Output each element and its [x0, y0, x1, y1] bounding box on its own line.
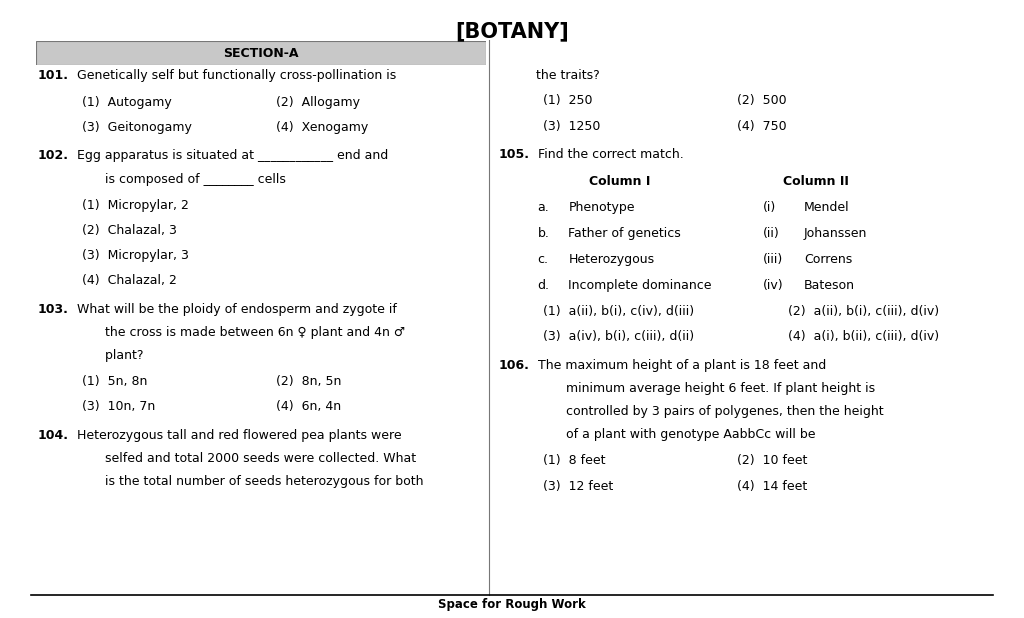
Text: 105.: 105. [499, 148, 529, 161]
Text: Correns: Correns [804, 253, 852, 266]
Text: selfed and total 2000 seeds were collected. What: selfed and total 2000 seeds were collect… [77, 452, 416, 465]
Text: (3)  10n, 7n: (3) 10n, 7n [82, 400, 156, 413]
Text: (2)  10 feet: (2) 10 feet [737, 454, 808, 467]
Text: (4)  a(i), b(ii), c(iii), d(iv): (4) a(i), b(ii), c(iii), d(iv) [788, 331, 940, 344]
Text: (3)  1250: (3) 1250 [543, 120, 600, 133]
Text: Heterozygous: Heterozygous [568, 253, 654, 266]
Text: c.: c. [538, 253, 549, 266]
Text: Phenotype: Phenotype [568, 201, 635, 214]
Text: Bateson: Bateson [804, 279, 855, 292]
Text: the cross is made between 6n ♀ plant and 4n ♂: the cross is made between 6n ♀ plant and… [77, 326, 404, 339]
Text: (3)  a(iv), b(i), c(iii), d(ii): (3) a(iv), b(i), c(iii), d(ii) [543, 331, 694, 344]
Text: of a plant with genotype AabbCc will be: of a plant with genotype AabbCc will be [538, 428, 815, 441]
Text: is the total number of seeds heterozygous for both: is the total number of seeds heterozygou… [77, 475, 423, 488]
Text: d.: d. [538, 279, 550, 292]
Text: minimum average height 6 feet. If plant height is: minimum average height 6 feet. If plant … [538, 382, 874, 395]
Text: Father of genetics: Father of genetics [568, 227, 681, 240]
Text: is composed of ________ cells: is composed of ________ cells [77, 172, 286, 185]
Text: Space for Rough Work: Space for Rough Work [438, 598, 586, 611]
Text: Mendel: Mendel [804, 201, 850, 214]
Text: Find the correct match.: Find the correct match. [538, 148, 683, 161]
Text: (2)  Chalazal, 3: (2) Chalazal, 3 [82, 224, 177, 237]
Text: 103.: 103. [38, 303, 69, 316]
Text: (2)  500: (2) 500 [737, 95, 786, 108]
Text: [BOTANY]: [BOTANY] [455, 22, 569, 41]
Text: 101.: 101. [38, 69, 69, 82]
Text: (4)  Xenogamy: (4) Xenogamy [276, 121, 369, 134]
Text: 102.: 102. [38, 150, 69, 163]
Text: (3)  Micropylar, 3: (3) Micropylar, 3 [82, 249, 188, 262]
Text: b.: b. [538, 227, 550, 240]
Text: (1)  8 feet: (1) 8 feet [543, 454, 605, 467]
Text: controlled by 3 pairs of polygenes, then the height: controlled by 3 pairs of polygenes, then… [538, 405, 884, 418]
Text: 106.: 106. [499, 358, 529, 371]
Text: What will be the ploidy of endosperm and zygote if: What will be the ploidy of endosperm and… [77, 303, 396, 316]
Text: (1)  Autogamy: (1) Autogamy [82, 96, 172, 109]
Text: Johanssen: Johanssen [804, 227, 867, 240]
Text: SECTION-A: SECTION-A [223, 46, 299, 60]
Text: (2)  Allogamy: (2) Allogamy [276, 96, 360, 109]
Text: 104.: 104. [38, 429, 69, 442]
Text: The maximum height of a plant is 18 feet and: The maximum height of a plant is 18 feet… [538, 358, 825, 371]
Text: (1)  a(ii), b(i), c(iv), d(iii): (1) a(ii), b(i), c(iv), d(iii) [543, 305, 694, 318]
Text: (i): (i) [763, 201, 776, 214]
Text: (iii): (iii) [763, 253, 783, 266]
Text: (iv): (iv) [763, 279, 783, 292]
Text: Incomplete dominance: Incomplete dominance [568, 279, 712, 292]
Text: Heterozygous tall and red flowered pea plants were: Heterozygous tall and red flowered pea p… [77, 429, 401, 442]
Text: (3)  12 feet: (3) 12 feet [543, 480, 613, 493]
Text: (3)  Geitonogamy: (3) Geitonogamy [82, 121, 191, 134]
Text: (4)  6n, 4n: (4) 6n, 4n [276, 400, 342, 413]
Text: Egg apparatus is situated at ____________ end and: Egg apparatus is situated at ___________… [77, 150, 388, 163]
Text: Column I: Column I [589, 175, 650, 188]
Text: a.: a. [538, 201, 549, 214]
Text: (1)  250: (1) 250 [543, 95, 592, 108]
Text: (ii): (ii) [763, 227, 779, 240]
Text: the traits?: the traits? [536, 69, 599, 82]
Text: (4)  14 feet: (4) 14 feet [737, 480, 808, 493]
Text: (4)  750: (4) 750 [737, 120, 786, 133]
Text: (2)  8n, 5n: (2) 8n, 5n [276, 375, 342, 388]
FancyBboxPatch shape [36, 41, 486, 65]
Text: (4)  Chalazal, 2: (4) Chalazal, 2 [82, 274, 177, 287]
Text: (2)  a(ii), b(i), c(iii), d(iv): (2) a(ii), b(i), c(iii), d(iv) [788, 305, 940, 318]
Text: Column II: Column II [783, 175, 849, 188]
Text: plant?: plant? [77, 349, 143, 362]
Text: (1)  Micropylar, 2: (1) Micropylar, 2 [82, 199, 188, 212]
Text: (1)  5n, 8n: (1) 5n, 8n [82, 375, 147, 388]
Text: Genetically self but functionally cross-pollination is: Genetically self but functionally cross-… [77, 69, 396, 82]
